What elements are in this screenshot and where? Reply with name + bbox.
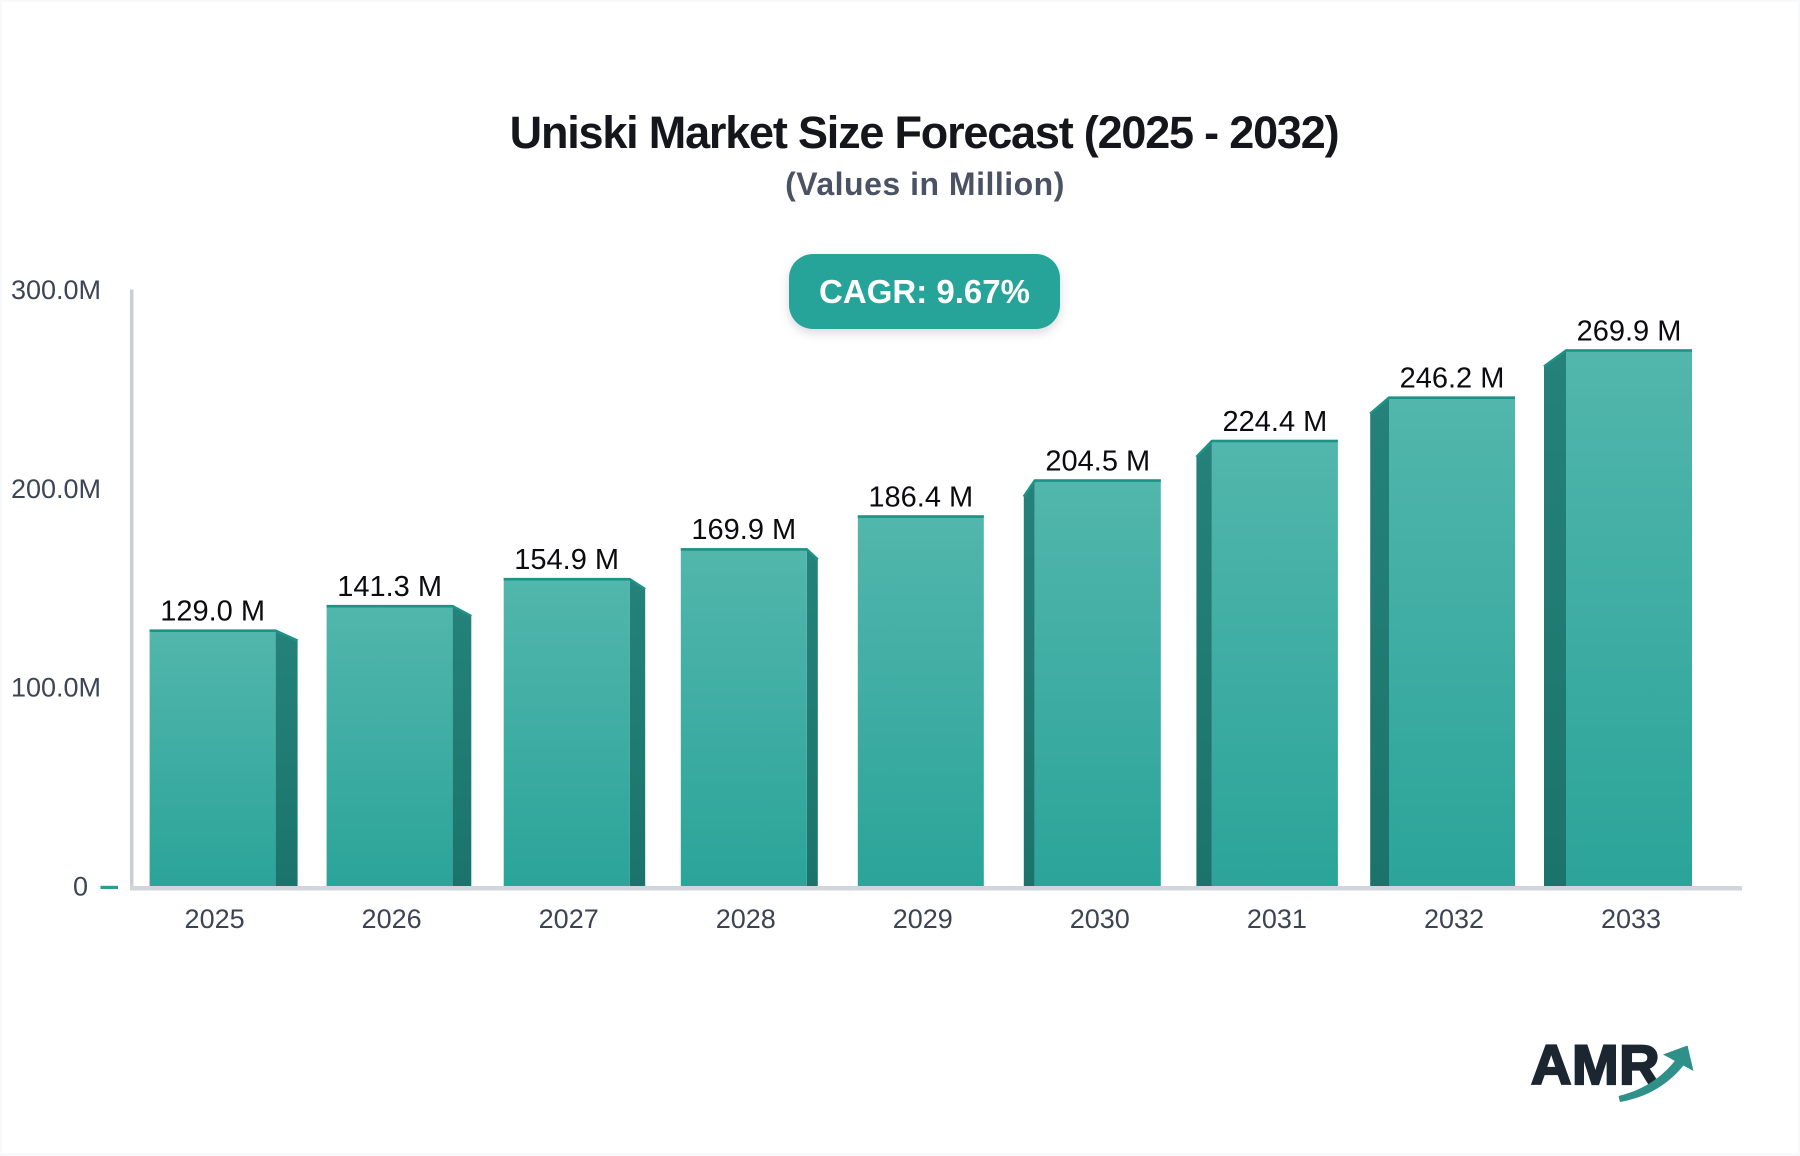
svg-text:2027: 2027: [539, 904, 599, 934]
svg-text:204.5 M: 204.5 M: [1045, 445, 1150, 477]
svg-text:(Values in Million): (Values in Million): [785, 166, 1065, 202]
svg-text:200.0M: 200.0M: [11, 474, 101, 504]
svg-text:300.0M: 300.0M: [11, 275, 101, 305]
svg-text:2030: 2030: [1070, 904, 1130, 934]
svg-text:141.3 M: 141.3 M: [337, 571, 442, 603]
svg-text:Uniski Market Size Forecast (2: Uniski Market Size Forecast (2025 - 2032…: [510, 107, 1339, 158]
svg-text:2028: 2028: [716, 904, 776, 934]
svg-text:129.0 M: 129.0 M: [160, 596, 265, 628]
svg-text:100.0M: 100.0M: [11, 673, 101, 703]
svg-text:169.9 M: 169.9 M: [691, 514, 796, 546]
svg-text:186.4 M: 186.4 M: [868, 481, 973, 513]
svg-text:CAGR: 9.67%: CAGR: 9.67%: [819, 273, 1030, 310]
svg-text:AMR: AMR: [1531, 1033, 1660, 1096]
svg-text:269.9 M: 269.9 M: [1577, 315, 1682, 347]
svg-text:0: 0: [73, 871, 88, 901]
svg-text:2029: 2029: [893, 904, 953, 934]
svg-text:224.4 M: 224.4 M: [1223, 406, 1328, 438]
svg-text:2032: 2032: [1424, 904, 1484, 934]
svg-text:246.2 M: 246.2 M: [1400, 363, 1505, 395]
svg-text:154.9 M: 154.9 M: [514, 544, 619, 576]
svg-text:2031: 2031: [1247, 904, 1307, 934]
svg-text:2026: 2026: [362, 904, 422, 934]
svg-text:2033: 2033: [1601, 904, 1661, 934]
svg-text:2025: 2025: [185, 904, 245, 934]
